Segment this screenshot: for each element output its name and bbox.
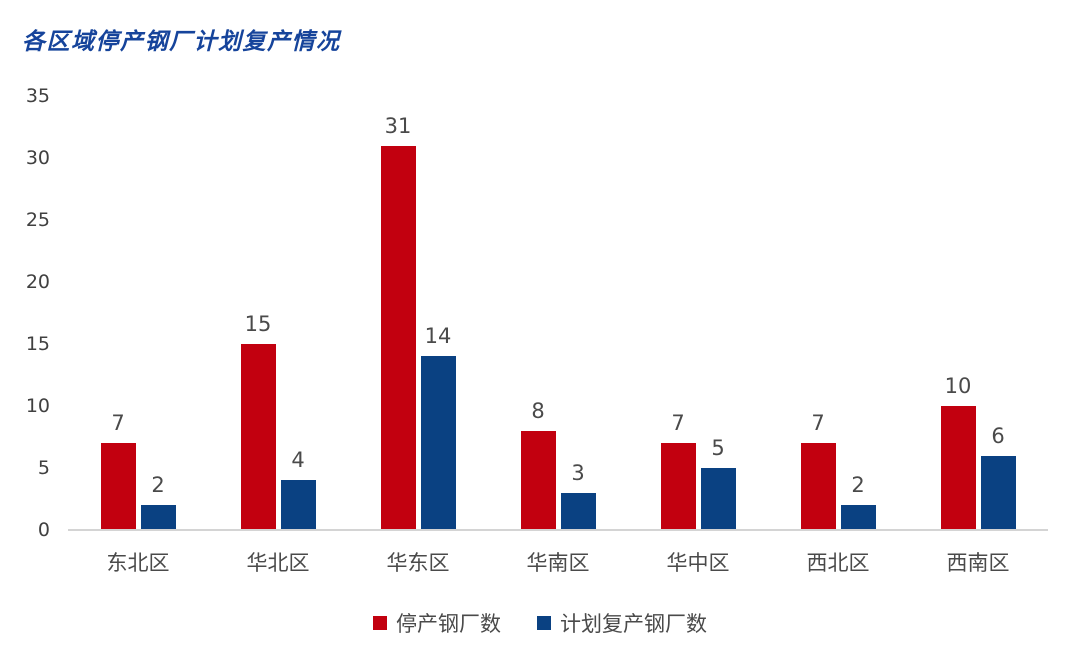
y-tick-label: 25 xyxy=(25,209,50,231)
bar-华中区-计划复产钢厂数 xyxy=(700,468,736,530)
bar-value-label: 3 xyxy=(571,460,585,485)
plot-area: 7 2 15 4 31 14 8 3 7 5 7 2 10 6 xyxy=(68,96,1048,530)
bar-华东区-计划复产钢厂数 xyxy=(420,356,456,530)
y-axis: 0 5 10 15 20 25 30 35 xyxy=(0,85,62,541)
bar-value-label: 7 xyxy=(111,411,125,436)
x-axis-baseline xyxy=(68,529,1048,531)
chart-title: 各区域停产钢厂计划复产情况 xyxy=(22,29,341,55)
bar-value-label: 2 xyxy=(851,473,865,498)
y-tick-label: 15 xyxy=(25,333,50,355)
chart-legend: 停产钢厂数 计划复产钢厂数 xyxy=(0,608,1080,638)
legend-swatch-icon xyxy=(537,616,551,630)
x-tick-label: 华中区 xyxy=(666,551,730,575)
y-tick-label: 0 xyxy=(37,519,50,541)
bar-华南区-计划复产钢厂数 xyxy=(560,492,596,530)
y-tick-label: 10 xyxy=(25,395,50,417)
bar-华东区-停产钢厂数 xyxy=(380,145,416,530)
bar-value-label: 10 xyxy=(944,374,972,398)
y-tick-label: 30 xyxy=(25,147,50,169)
bar-value-label: 15 xyxy=(244,312,272,336)
bar-value-label: 4 xyxy=(291,448,305,473)
x-tick-label: 华北区 xyxy=(246,551,310,575)
bar-value-label: 2 xyxy=(151,473,165,498)
y-tick-label: 20 xyxy=(25,271,50,293)
legend-label: 计划复产钢厂数 xyxy=(560,612,707,636)
bar-华北区-停产钢厂数 xyxy=(240,344,276,530)
bar-value-label: 14 xyxy=(424,324,452,349)
bar-西北区-停产钢厂数 xyxy=(800,443,836,530)
bar-华南区-停产钢厂数 xyxy=(520,430,556,530)
legend-item-计划复产钢厂数[interactable]: 计划复产钢厂数 xyxy=(537,608,707,638)
x-tick-label: 西北区 xyxy=(806,551,870,575)
x-tick-label: 华南区 xyxy=(526,551,590,575)
bar-value-label: 6 xyxy=(991,423,1005,448)
legend-item-停产钢厂数[interactable]: 停产钢厂数 xyxy=(373,608,501,638)
x-tick-label: 东北区 xyxy=(106,551,170,575)
legend-label: 停产钢厂数 xyxy=(396,612,501,636)
bar-value-label: 7 xyxy=(811,411,825,436)
x-tick-label: 华东区 xyxy=(386,551,450,575)
legend-swatch-icon xyxy=(373,616,387,630)
bar-value-label: 7 xyxy=(671,411,685,436)
bar-西南区-计划复产钢厂数 xyxy=(980,455,1016,530)
bar-value-label: 31 xyxy=(384,113,412,138)
bar-华北区-计划复产钢厂数 xyxy=(280,480,316,530)
y-tick-label: 5 xyxy=(37,457,50,479)
bar-value-label: 8 xyxy=(531,398,545,423)
bar-value-label: 5 xyxy=(711,436,725,460)
bar-东北区-停产钢厂数 xyxy=(100,443,136,530)
x-axis: 东北区 华北区 华东区 华南区 华中区 西北区 西南区 xyxy=(68,547,1048,583)
x-tick-label: 西南区 xyxy=(946,551,1010,575)
bar-华中区-停产钢厂数 xyxy=(660,443,696,530)
bar-东北区-计划复产钢厂数 xyxy=(140,505,176,530)
y-tick-label: 35 xyxy=(25,85,50,107)
bar-西北区-计划复产钢厂数 xyxy=(840,505,876,530)
bar-西南区-停产钢厂数 xyxy=(940,406,976,530)
